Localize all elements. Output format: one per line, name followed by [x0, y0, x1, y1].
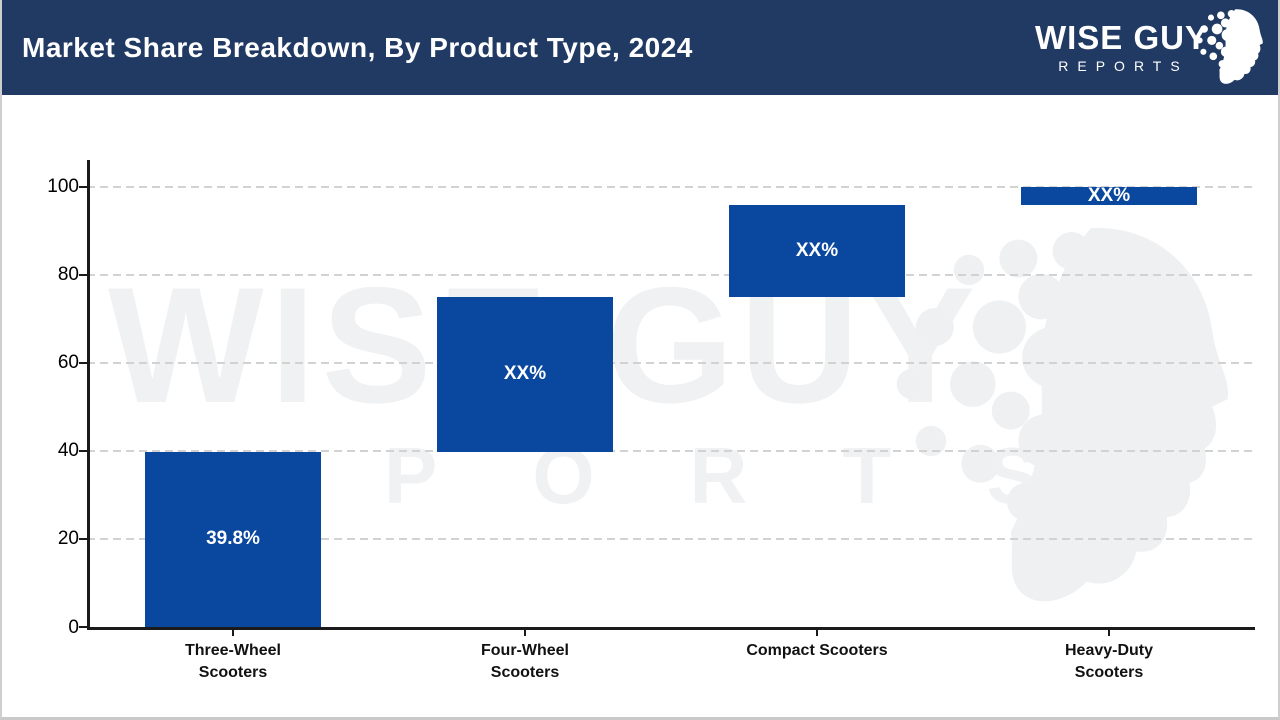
page-title: Market Share Breakdown, By Product Type,…	[22, 31, 693, 63]
y-tick	[79, 362, 87, 364]
bar-value-label: 39.8%	[206, 528, 260, 550]
x-category-label-line: Three-Wheel	[184, 642, 281, 659]
bar: XX%	[437, 297, 613, 452]
y-tick-label: 40	[57, 440, 79, 461]
x-tick	[232, 630, 234, 636]
x-category-label-line: Scooters	[1074, 663, 1144, 681]
brand-logo: WISE GUY REPORTS	[1035, 6, 1268, 90]
x-tick	[524, 630, 526, 636]
bar: 39.8%	[145, 451, 321, 627]
y-tick-label: 0	[68, 617, 79, 638]
x-category-label-line: Heavy-Duty	[1064, 642, 1154, 659]
y-tick-label: 60	[57, 352, 79, 373]
gridline	[87, 362, 1255, 364]
x-axis-line	[87, 627, 1255, 630]
y-tick	[79, 450, 87, 452]
x-tick	[1108, 630, 1110, 636]
y-tick-label: 80	[57, 264, 79, 285]
gridline	[87, 186, 1255, 188]
y-tick	[79, 626, 87, 628]
x-category-label-line: Compact Scooters	[746, 642, 888, 659]
x-category-label-line: Four-Wheel	[481, 642, 569, 659]
gridline	[87, 274, 1255, 276]
bar-value-label: XX%	[503, 363, 547, 385]
y-tick	[79, 186, 87, 188]
y-tick	[79, 274, 87, 276]
gridline	[87, 450, 1255, 452]
x-category-label-line: Scooters	[198, 663, 268, 681]
bar-value-label: XX%	[1087, 187, 1131, 205]
y-tick-label: 20	[57, 528, 79, 549]
logo-wordmark-sub: REPORTS	[1058, 58, 1189, 74]
y-tick	[79, 538, 87, 540]
header: Market Share Breakdown, By Product Type,…	[2, 0, 1278, 95]
chart-area: WISE GUY PORTS 02040608010039.8%39.8%Thr…	[2, 95, 1278, 717]
y-axis-line	[87, 160, 90, 630]
logo-wordmark: WISE GUY REPORTS	[1035, 21, 1208, 74]
bar-value-label: XX%	[795, 239, 839, 261]
x-category-label-line: Scooters	[490, 663, 560, 681]
gridline	[87, 538, 1255, 540]
x-category-label: Three-Wheel Scooters	[113, 640, 353, 683]
bar: XX%	[1021, 187, 1197, 205]
y-tick-label: 100	[47, 176, 79, 197]
x-tick	[816, 630, 818, 636]
logo-wordmark-main: WISE GUY	[1034, 19, 1208, 56]
bar: XX%	[729, 204, 905, 297]
x-category-label: Heavy-Duty Scooters	[989, 640, 1229, 683]
x-category-label: Compact Scooters	[697, 640, 937, 662]
x-category-label: Four-Wheel Scooters	[405, 640, 645, 683]
